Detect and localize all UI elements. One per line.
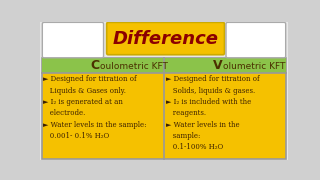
Text: ► Designed for titration of
   Liquids & Gases only.
► I₂ is generated at an
   : ► Designed for titration of Liquids & Ga… <box>43 75 147 140</box>
FancyBboxPatch shape <box>42 22 104 58</box>
Text: olumetric KFT: olumetric KFT <box>223 62 285 71</box>
Bar <box>164 58 286 73</box>
Text: oulometric KFT: oulometric KFT <box>100 62 168 71</box>
FancyBboxPatch shape <box>107 22 224 55</box>
Text: ► Designed for titration of
   Solids, liquids & gases.
► I₂ is included with th: ► Designed for titration of Solids, liqu… <box>165 75 259 151</box>
Bar <box>42 58 286 159</box>
Text: Difference: Difference <box>113 30 219 48</box>
Bar <box>42 58 164 73</box>
Text: C: C <box>91 59 100 72</box>
Text: V: V <box>212 59 222 72</box>
FancyBboxPatch shape <box>226 22 286 58</box>
